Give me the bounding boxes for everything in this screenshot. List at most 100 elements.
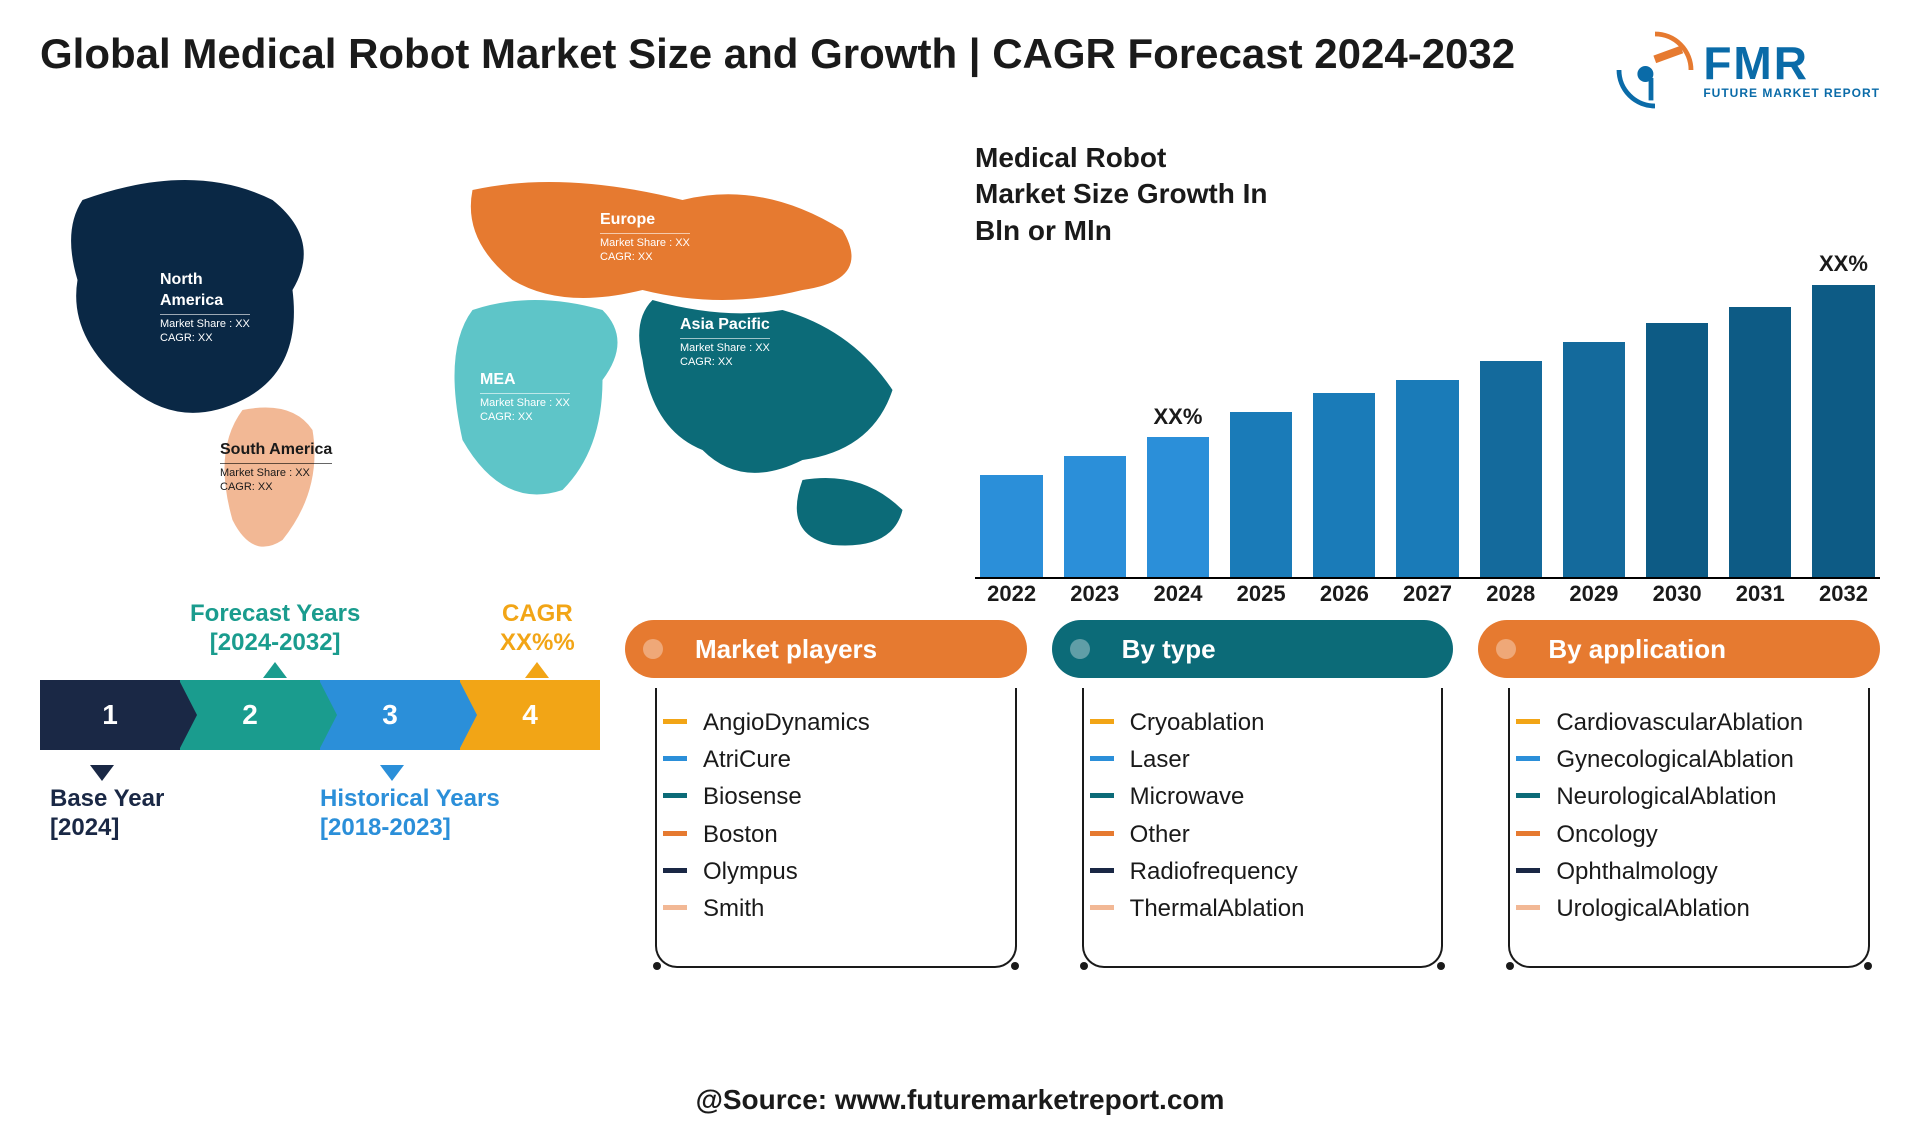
tl-forecast-sub: [2024-2032] xyxy=(210,629,341,656)
bar-col-2029: 2029 xyxy=(1557,259,1630,577)
bar-col-2024: 2024XX% xyxy=(1141,259,1214,577)
bar-col-2030: 2030 xyxy=(1641,259,1714,577)
world-map: NorthAmerica Market Share : XXCAGR: XX S… xyxy=(40,140,945,560)
logo: FMR FUTURE MARKET REPORT xyxy=(1615,30,1880,110)
list-item: Boston xyxy=(685,816,1003,853)
list-market-players: AngioDynamicsAtriCureBiosenseBostonOlymp… xyxy=(657,688,1015,943)
bar-2025 xyxy=(1230,412,1292,577)
bar-col-2028: 2028 xyxy=(1474,259,1547,577)
list-item: Olympus xyxy=(685,853,1003,890)
map-label-eu: Europe Market Share : XXCAGR: XX xyxy=(600,210,690,264)
segment-by-application: By application CardiovascularAblationGyn… xyxy=(1478,620,1880,968)
chart-title-l1: Medical Robot xyxy=(975,142,1166,173)
dot-icon xyxy=(643,639,663,659)
dash-icon xyxy=(1516,756,1540,761)
tl-cagr-sub: XX%% xyxy=(500,629,575,656)
bar-year-label: 2027 xyxy=(1403,581,1452,607)
dash-icon xyxy=(1090,793,1114,798)
timeline-label-cagr: CAGR XX%% xyxy=(500,600,575,678)
growth-bar-chart: Medical Robot Market Size Growth In Bln … xyxy=(975,140,1880,560)
pill-by-type: By type xyxy=(1052,620,1454,678)
list-by-application: CardiovascularAblationGynecologicalAblat… xyxy=(1510,688,1868,943)
frame-market-players: AngioDynamicsAtriCureBiosenseBostonOlymp… xyxy=(655,688,1017,968)
bar-2029 xyxy=(1563,342,1625,577)
dash-icon xyxy=(1516,831,1540,836)
bar-year-label: 2025 xyxy=(1237,581,1286,607)
dash-icon xyxy=(1516,868,1540,873)
map-label-mea: MEA Market Share : XXCAGR: XX xyxy=(480,370,570,424)
map-australia xyxy=(797,478,903,546)
bar-year-label: 2031 xyxy=(1736,581,1785,607)
timeline-label-base: Base Year [2024] xyxy=(50,765,164,843)
list-item: UrologicalAblation xyxy=(1538,890,1856,927)
dash-icon xyxy=(1090,719,1114,724)
pill-label: Market players xyxy=(695,634,877,665)
bar-2024 xyxy=(1147,437,1209,577)
top-row: NorthAmerica Market Share : XXCAGR: XX S… xyxy=(40,140,1880,560)
dash-icon xyxy=(663,793,687,798)
tl-base-title: Base Year xyxy=(50,785,164,812)
timeline-seg-1: 1 xyxy=(40,680,180,750)
timeline-seg-2: 2 xyxy=(180,680,320,750)
chart-title: Medical Robot Market Size Growth In Bln … xyxy=(975,140,1880,249)
list-item: Oncology xyxy=(1538,816,1856,853)
list-by-type: CryoablationLaserMicrowaveOtherRadiofreq… xyxy=(1084,688,1442,943)
list-item: NeurologicalAblation xyxy=(1538,778,1856,815)
pill-market-players: Market players xyxy=(625,620,1027,678)
dash-icon xyxy=(1516,905,1540,910)
bar-col-2027: 2027 xyxy=(1391,259,1464,577)
tl-cagr-title: CAGR xyxy=(502,600,573,627)
list-item: Other xyxy=(1112,816,1430,853)
dash-icon xyxy=(663,868,687,873)
frame-by-type: CryoablationLaserMicrowaveOtherRadiofreq… xyxy=(1082,688,1444,968)
dash-icon xyxy=(663,831,687,836)
list-item: Radiofrequency xyxy=(1112,853,1430,890)
timeline-bar: 1 2 3 4 xyxy=(40,680,600,750)
list-item: GynecologicalAblation xyxy=(1538,741,1856,778)
timeline-seg-4: 4 xyxy=(460,680,600,750)
list-item: Smith xyxy=(685,890,1003,927)
bar-year-label: 2032 xyxy=(1819,581,1868,607)
timeline-label-historical: Historical Years [2018-2023] xyxy=(320,765,500,843)
bar-2022 xyxy=(980,475,1042,577)
bar-col-2026: 2026 xyxy=(1308,259,1381,577)
chart-title-l3: Bln or Mln xyxy=(975,215,1112,246)
bar-2027 xyxy=(1396,380,1458,577)
logo-subtitle: FUTURE MARKET REPORT xyxy=(1703,86,1880,100)
bar-year-label: 2028 xyxy=(1486,581,1535,607)
telescope-icon xyxy=(1615,30,1695,110)
tl-forecast-title: Forecast Years xyxy=(190,600,360,627)
dash-icon xyxy=(1090,756,1114,761)
bottom-row: Forecast Years [2024-2032] CAGR XX%% 1 2… xyxy=(40,620,1880,968)
logo-acronym: FMR xyxy=(1703,40,1880,86)
bar-col-2031: 2031 xyxy=(1724,259,1797,577)
bar-col-2032: 2032XX% xyxy=(1807,259,1880,577)
bar-2026 xyxy=(1313,393,1375,577)
bar-annot-2032: XX% xyxy=(1819,251,1868,277)
chart-title-l2: Market Size Growth In xyxy=(975,178,1268,209)
bar-2023 xyxy=(1064,456,1126,577)
timeline: Forecast Years [2024-2032] CAGR XX%% 1 2… xyxy=(40,620,600,968)
bar-2030 xyxy=(1646,323,1708,577)
dash-icon xyxy=(1516,793,1540,798)
header: Global Medical Robot Market Size and Gro… xyxy=(40,30,1880,110)
dash-icon xyxy=(663,905,687,910)
dash-icon xyxy=(1090,868,1114,873)
dash-icon xyxy=(1090,831,1114,836)
dot-icon xyxy=(1496,639,1516,659)
dash-icon xyxy=(663,719,687,724)
bar-2028 xyxy=(1480,361,1542,577)
dash-icon xyxy=(663,756,687,761)
dash-icon xyxy=(1516,719,1540,724)
bar-year-label: 2029 xyxy=(1569,581,1618,607)
bar-year-label: 2024 xyxy=(1153,581,1202,607)
segment-market-players: Market players AngioDynamicsAtriCureBios… xyxy=(625,620,1027,968)
tl-base-sub: [2024] xyxy=(50,814,119,841)
pill-label: By type xyxy=(1122,634,1216,665)
source-line: @Source: www.futuremarketreport.com xyxy=(0,1084,1920,1116)
pill-label: By application xyxy=(1548,634,1726,665)
map-label-ap: Asia Pacific Market Share : XXCAGR: XX xyxy=(680,315,770,369)
bar-2031 xyxy=(1729,307,1791,577)
map-label-na: NorthAmerica Market Share : XXCAGR: XX xyxy=(160,270,250,345)
bar-2032 xyxy=(1812,285,1874,578)
